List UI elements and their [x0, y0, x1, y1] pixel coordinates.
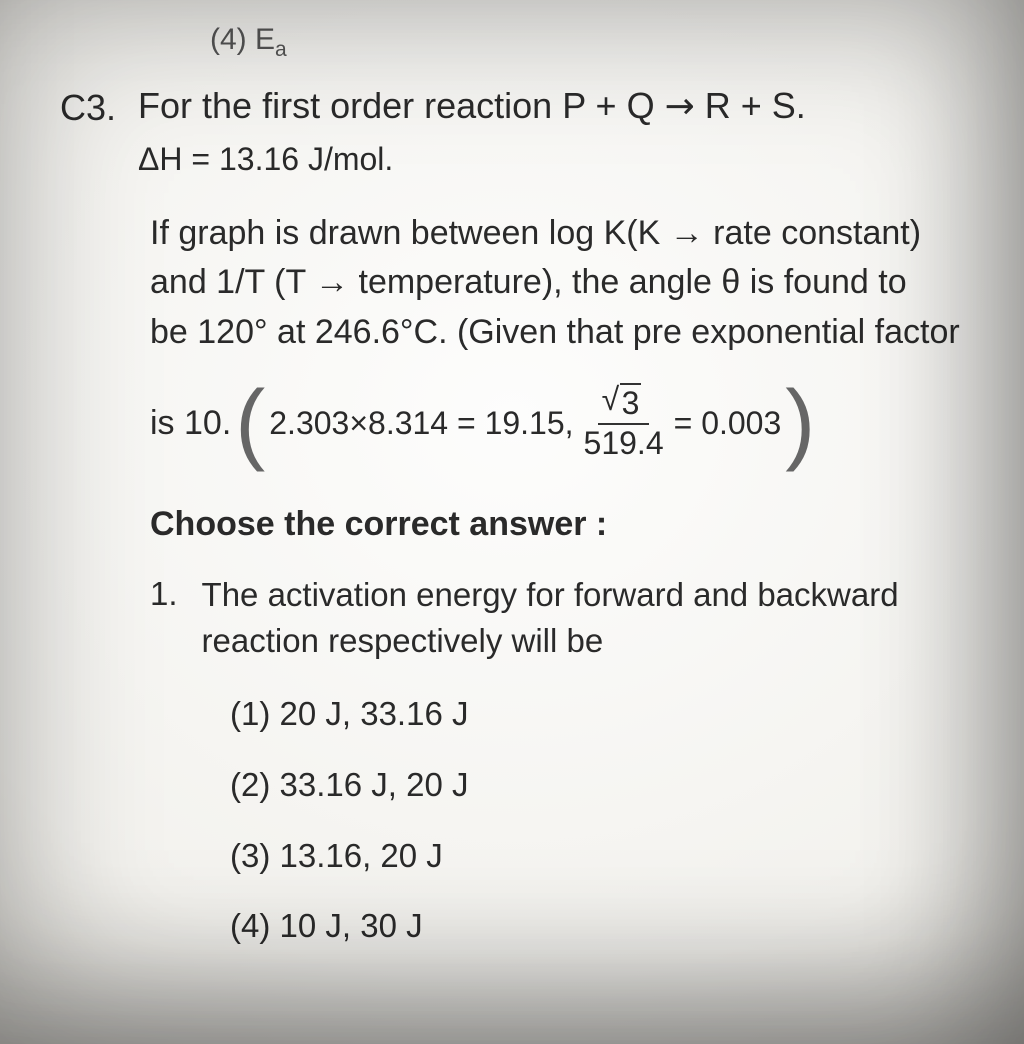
- open-paren-icon: (: [235, 392, 265, 455]
- option-1: (1) 20 J, 33.16 J: [230, 692, 964, 737]
- sqrt-icon: 3: [606, 385, 642, 421]
- sqrt-value: 3: [620, 383, 642, 421]
- page: (4) Ea C3. For the first order reaction …: [0, 0, 1024, 949]
- previous-option-fragment: (4) Ea: [210, 20, 964, 64]
- question-line1-b: R + S.: [695, 85, 806, 126]
- formula-part1: 2.303×8.314 = 19.15,: [269, 402, 573, 445]
- formula-inner: 2.303×8.314 = 19.15, 3 519.4 = 0.003: [269, 387, 781, 460]
- choose-heading: Choose the correct answer :: [150, 502, 964, 548]
- formula: is 10. ( 2.303×8.314 = 19.15, 3 519.4 = …: [150, 387, 964, 460]
- question-number: C3.: [60, 84, 116, 133]
- question-row: C3. For the first order reaction P + Q →…: [60, 82, 964, 181]
- question-line2: ΔH = 13.16 J/mol.: [138, 138, 964, 181]
- subq-text: The activation energy for forward and ba…: [202, 572, 964, 664]
- fraction: 3 519.4: [584, 387, 664, 460]
- option-3: (3) 13.16, 20 J: [230, 834, 964, 879]
- para-line-3: be 120° at 246.6°C. (Given that pre expo…: [150, 308, 964, 357]
- arrow-icon: →: [665, 86, 695, 127]
- paragraph: If graph is drawn between log K(K → rate…: [150, 209, 964, 357]
- option-4: (4) 10 J, 30 J: [230, 904, 964, 949]
- subq-number: 1.: [150, 572, 178, 664]
- subq-line-1: The activation energy for forward and ba…: [202, 572, 964, 618]
- close-paren-icon: ): [785, 392, 815, 455]
- option-2: (2) 33.16 J, 20 J: [230, 763, 964, 808]
- subq-line-2: reaction respectively will be: [202, 618, 964, 664]
- para-line-2: and 1/T (T → temperature), the angle θ i…: [150, 258, 964, 307]
- sub-question: 1. The activation energy for forward and…: [150, 572, 964, 664]
- prev-option-sub: a: [275, 38, 287, 61]
- formula-prefix: is 10.: [150, 401, 231, 447]
- fraction-den: 519.4: [584, 425, 664, 461]
- fraction-num: 3: [598, 387, 650, 425]
- formula-eq: = 0.003: [674, 402, 782, 445]
- para-line-1: If graph is drawn between log K(K → rate…: [150, 209, 964, 258]
- prev-option-text: (4) E: [210, 23, 275, 56]
- question-line1-a: For the first order reaction P + Q: [138, 85, 665, 126]
- question-body: For the first order reaction P + Q → R +…: [138, 82, 964, 181]
- options-list: (1) 20 J, 33.16 J (2) 33.16 J, 20 J (3) …: [230, 692, 964, 948]
